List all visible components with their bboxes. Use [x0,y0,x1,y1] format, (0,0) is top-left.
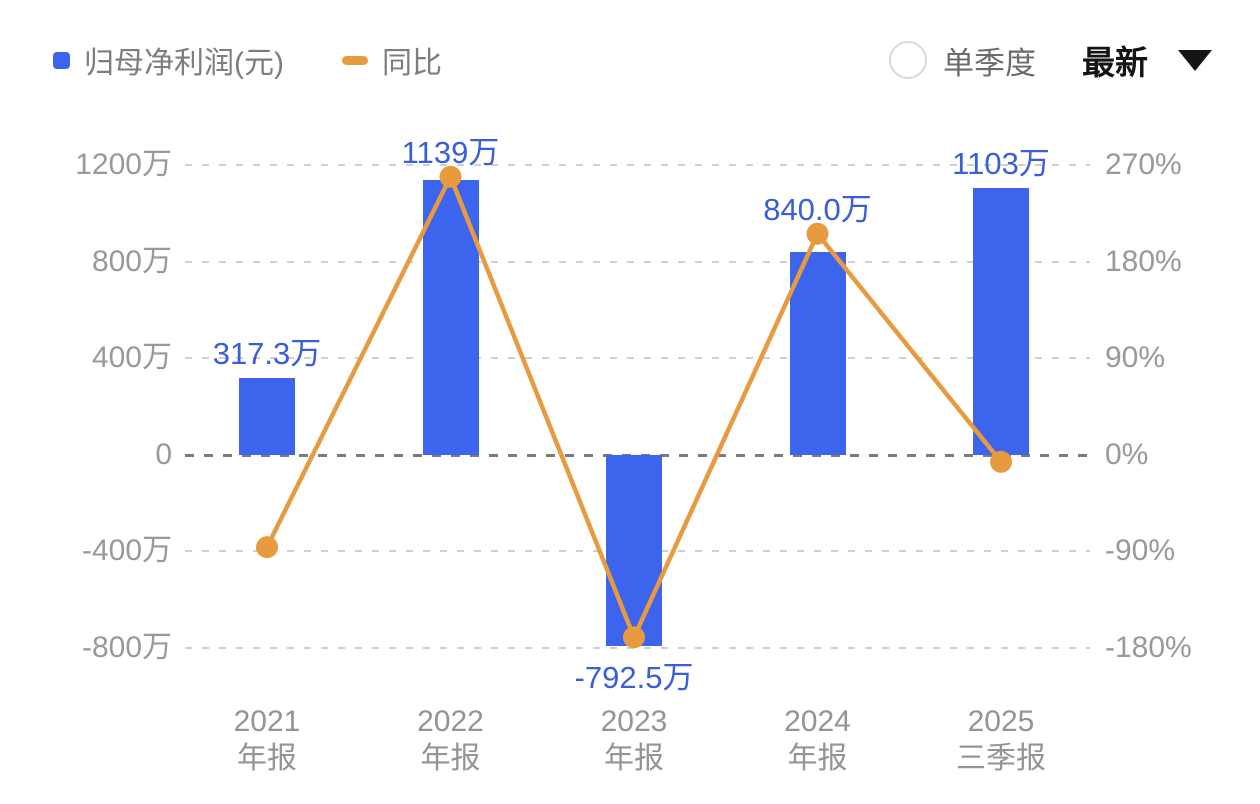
bar-value-label: 1139万 [401,134,500,170]
legend-item-yoy[interactable]: 同比 [341,38,442,82]
chart-controls: 单季度 最新 [889,36,1212,84]
gridline [185,260,1090,263]
bar-2022-年报[interactable] [422,179,479,455]
quarter-toggle-label[interactable]: 单季度 [943,45,1036,81]
bar-2025-三季报[interactable] [973,188,1029,455]
yoy-dash-icon [341,55,368,65]
left-axis-tick: 1200万 [75,148,172,181]
left-axis-tick: -800万 [81,631,172,664]
gridline [185,647,1090,649]
right-axis-tick: 0% [1105,437,1149,471]
net-profit-legend-label: 归母净利润(元) [84,47,284,80]
chart-legend: 归母净利润(元) 同比 [53,38,442,82]
net-profit-swatch-icon [53,51,70,69]
right-axis-tick: -180% [1105,631,1192,664]
gridline [185,164,1090,166]
right-axis-tick: 180% [1105,244,1182,278]
left-axis-tick: 800万 [91,244,172,278]
quarter-radio-button[interactable] [889,41,927,79]
legend-item-net-profit[interactable]: 归母净利润(元) [53,38,284,82]
left-axis-tick: -400万 [81,534,172,568]
bar-value-label: 317.3万 [212,336,322,372]
right-axis-tick: 270% [1105,148,1182,181]
x-axis-label: 2025 三季报 [956,705,1046,775]
left-axis-tick: 400万 [91,341,172,375]
bar-value-label: 840.0万 [763,191,872,227]
x-axis-label: 2023 年报 [600,705,668,775]
x-axis-label: 2022 年报 [417,705,484,775]
yoy-point-2021[interactable] [256,536,278,559]
left-axis-tick: 0 [155,437,172,471]
yoy-legend-label: 同比 [381,47,442,80]
bar-value-label: 1103万 [952,146,1050,182]
bar-2021-年报[interactable] [239,378,295,455]
right-axis-tick: -90% [1105,534,1176,568]
bar-2023-年报[interactable] [606,454,662,647]
right-axis-tick: 90% [1105,341,1166,375]
x-axis-label: 2024 年报 [784,705,851,775]
x-axis-label: 2021 年报 [233,705,301,775]
bar-2024-年报[interactable] [789,251,846,455]
chevron-down-icon[interactable] [1178,49,1212,71]
period-selector-value[interactable]: 最新 [1082,44,1148,81]
bar-value-label: -792.5万 [574,660,694,696]
